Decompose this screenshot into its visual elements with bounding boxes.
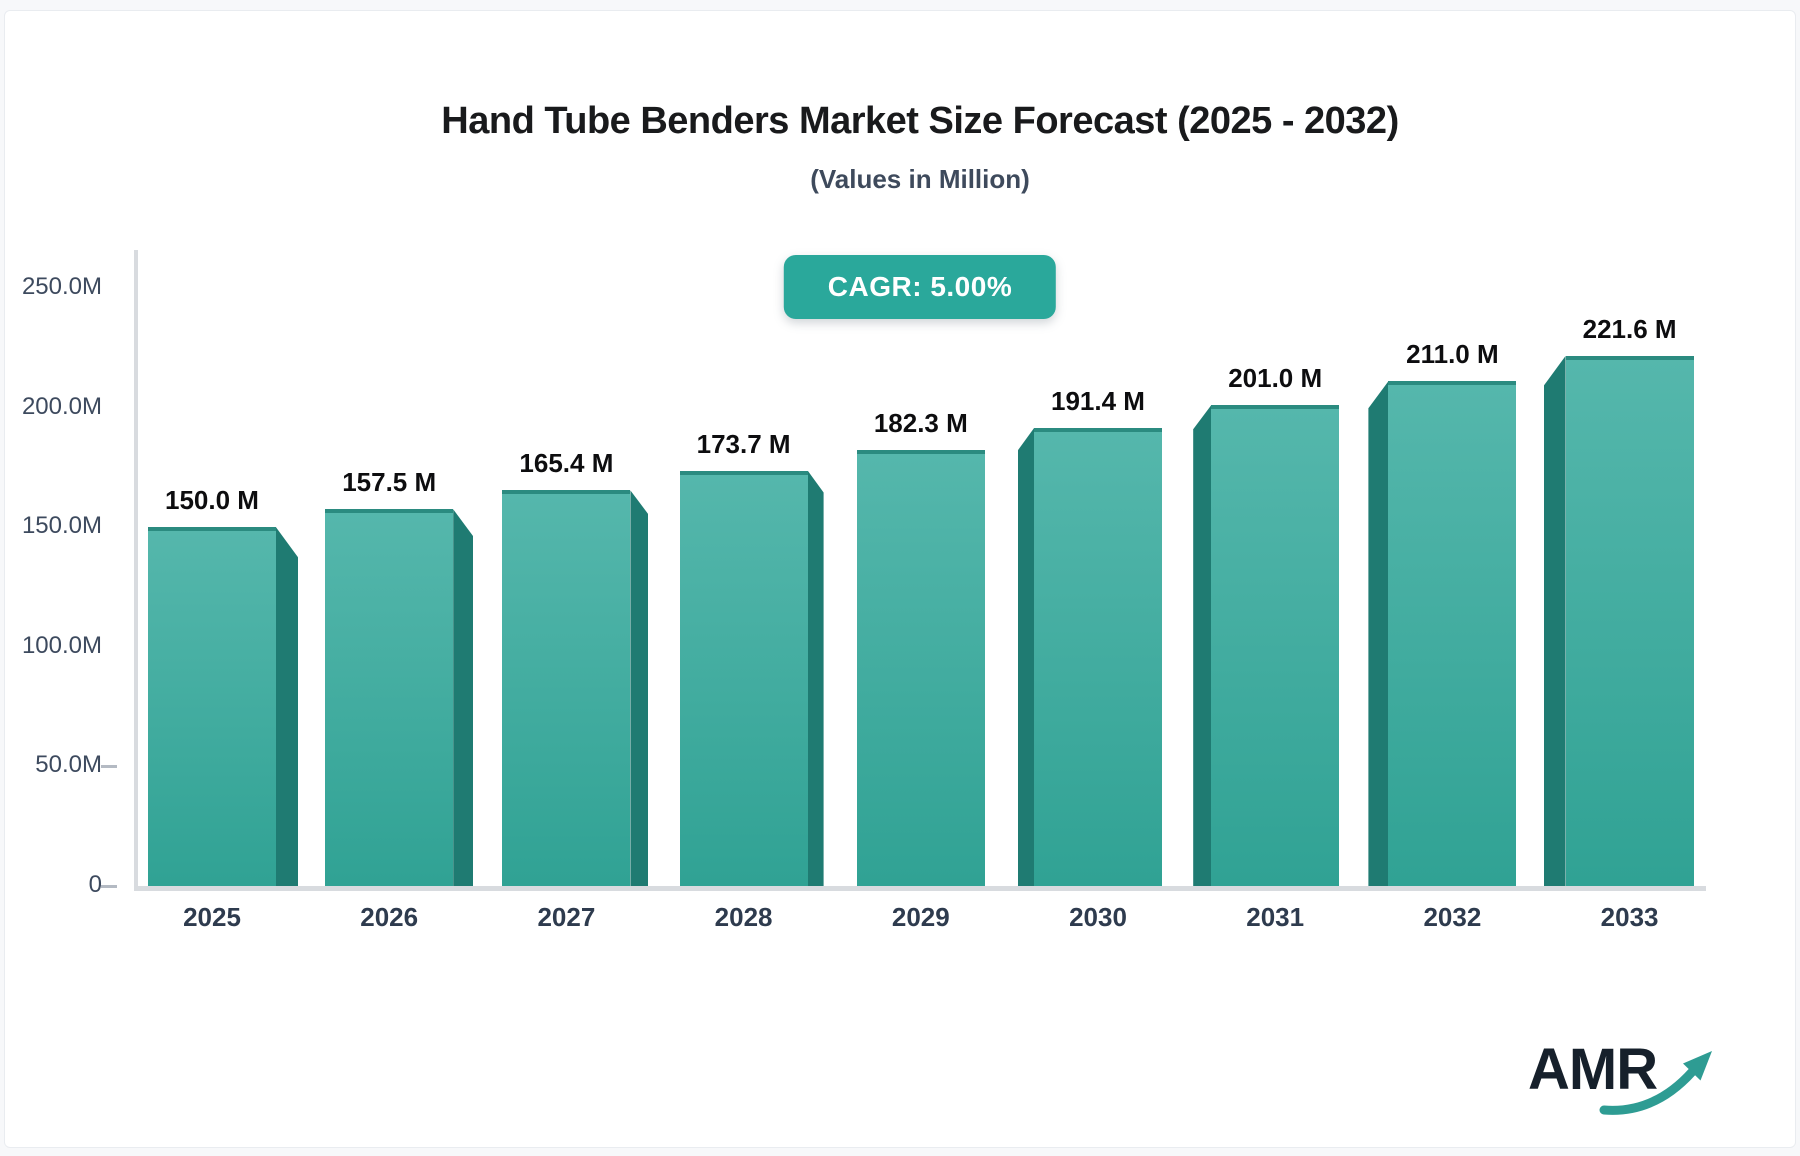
bar <box>1193 405 1340 886</box>
bar-value-label: 165.4 M <box>519 448 614 479</box>
bar-value-label: 211.0 M <box>1406 339 1499 370</box>
bar <box>1018 428 1162 886</box>
x-axis-label: 2025 <box>183 902 241 932</box>
y-axis-label: 200.0M <box>21 392 102 420</box>
bar-face <box>325 509 454 886</box>
bar-face <box>679 470 808 886</box>
bar <box>148 527 298 886</box>
bar <box>325 509 474 886</box>
bar <box>502 490 649 886</box>
x-axis-label: 2027 <box>537 902 596 932</box>
y-axis-tick <box>101 885 117 888</box>
bar <box>1368 381 1517 886</box>
bar-value-label: 201.0 M <box>1228 363 1323 394</box>
bar-face <box>856 449 985 886</box>
cagr-badge: CAGR: 5.00% <box>783 255 1057 319</box>
y-axis-label: 0 <box>88 871 102 898</box>
y-axis-label: 250.0M <box>21 273 102 300</box>
bar-face <box>148 527 276 886</box>
bar <box>856 449 985 886</box>
bar-face <box>502 490 631 886</box>
bar-value-label: 221.6 M <box>1582 313 1677 344</box>
chart-subtitle: (Values in Million) <box>810 164 1030 194</box>
chart-title: Hand Tube Benders Market Size Forecast (… <box>441 100 1399 142</box>
x-axis-label: 2033 <box>1600 902 1659 932</box>
amr-logo-text: AMR <box>1528 1037 1658 1102</box>
bar <box>1543 355 1694 886</box>
bar-value-label: 157.5 M <box>342 467 437 498</box>
bar-side-3d <box>807 470 824 886</box>
x-axis-label: 2028 <box>714 902 773 932</box>
bar-face <box>1211 405 1340 886</box>
y-axis-tick <box>101 765 117 769</box>
x-axis-label: 2032 <box>1423 902 1482 932</box>
x-axis-label: 2031 <box>1246 902 1305 932</box>
growth-arrow-icon <box>1599 1051 1712 1115</box>
x-axis-label: 2030 <box>1069 902 1127 932</box>
bar-value-label: 173.7 M <box>696 428 791 459</box>
bar-side-3d <box>1018 428 1034 886</box>
bar-side-3d <box>1193 405 1212 886</box>
x-axis-label: 2026 <box>360 902 419 932</box>
bar-value-label: 150.0 M <box>165 485 259 516</box>
y-axis-line <box>134 250 138 891</box>
bar-face <box>1034 428 1162 886</box>
bar-side-3d <box>276 527 298 886</box>
bar <box>679 470 824 886</box>
bar-value-label: 191.4 M <box>1051 386 1145 417</box>
bar-value-label: 182.3 M <box>873 407 968 438</box>
y-axis-label: 100.0M <box>21 631 102 659</box>
bar-side-3d <box>453 509 474 886</box>
bar-side-3d <box>1368 381 1389 886</box>
amr-logo: AMR <box>1528 1036 1718 1126</box>
y-axis-label: 50.0M <box>35 751 102 779</box>
growth-arrow-curve <box>1599 1067 1697 1115</box>
x-axis-line <box>134 886 1706 891</box>
y-axis-label: 150.0M <box>21 512 102 540</box>
bar-face <box>1388 381 1517 886</box>
bar-side-3d <box>630 490 649 886</box>
growth-arrow-head <box>1683 1051 1712 1081</box>
x-axis-label: 2029 <box>891 902 950 932</box>
bar-face <box>1565 355 1694 886</box>
bar-side-3d <box>1543 355 1566 886</box>
